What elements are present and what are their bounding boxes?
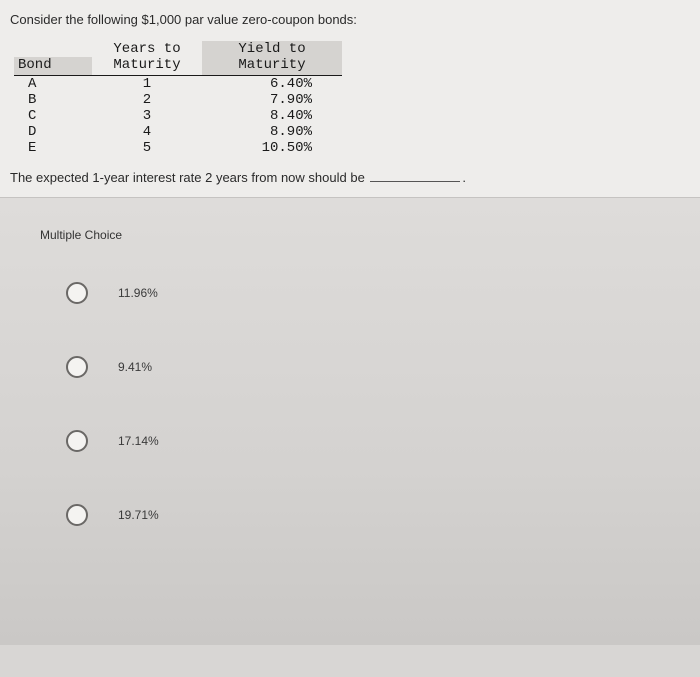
option-label: 11.96% — [118, 286, 158, 300]
option-label: 17.14% — [118, 434, 159, 448]
blank-line — [370, 181, 460, 182]
header-years-1: Years to — [92, 41, 202, 57]
option-label: 19.71% — [118, 508, 159, 522]
option-row[interactable]: 9.41% — [40, 356, 670, 378]
header-yield-2: Maturity — [202, 57, 342, 75]
bond-table: Years to Yield to Bond Maturity Maturity… — [14, 41, 690, 156]
cell-yield: 8.90% — [202, 124, 342, 140]
option-row[interactable]: 19.71% — [40, 504, 670, 526]
table-row: A 1 6.40% — [14, 76, 690, 92]
table-header-row1: Years to Yield to — [14, 41, 690, 57]
radio-icon[interactable] — [66, 430, 88, 452]
cell-bond: A — [14, 76, 92, 92]
multiple-choice-label: Multiple Choice — [40, 228, 670, 242]
radio-icon[interactable] — [66, 504, 88, 526]
header-years-2: Maturity — [92, 57, 202, 75]
option-label: 9.41% — [118, 360, 152, 374]
radio-icon[interactable] — [66, 282, 88, 304]
cell-years: 1 — [92, 76, 202, 92]
question-panel: Consider the following $1,000 par value … — [0, 0, 700, 198]
cell-years: 4 — [92, 124, 202, 140]
header-bond: Bond — [14, 57, 92, 75]
answer-panel: Multiple Choice 11.96% 9.41% 17.14% 19.7… — [0, 198, 700, 645]
cell-bond: E — [14, 140, 92, 156]
table-header-row2: Bond Maturity Maturity — [14, 57, 690, 75]
header-yield-1: Yield to — [202, 41, 342, 57]
question-intro: Consider the following $1,000 par value … — [10, 12, 690, 27]
cell-yield: 8.40% — [202, 108, 342, 124]
table-row: D 4 8.90% — [14, 124, 690, 140]
cell-yield: 7.90% — [202, 92, 342, 108]
followup-pre: The expected 1-year interest rate 2 year… — [10, 170, 365, 185]
cell-bond: D — [14, 124, 92, 140]
cell-bond: B — [14, 92, 92, 108]
table-row: B 2 7.90% — [14, 92, 690, 108]
table-row: E 5 10.50% — [14, 140, 690, 156]
cell-years: 3 — [92, 108, 202, 124]
question-followup: The expected 1-year interest rate 2 year… — [10, 170, 690, 185]
option-row[interactable]: 17.14% — [40, 430, 670, 452]
cell-years: 5 — [92, 140, 202, 156]
followup-post: . — [462, 170, 466, 185]
radio-icon[interactable] — [66, 356, 88, 378]
cell-bond: C — [14, 108, 92, 124]
option-row[interactable]: 11.96% — [40, 282, 670, 304]
table-row: C 3 8.40% — [14, 108, 690, 124]
header-bond-spacer — [14, 41, 92, 57]
cell-yield: 6.40% — [202, 76, 342, 92]
cell-years: 2 — [92, 92, 202, 108]
cell-yield: 10.50% — [202, 140, 342, 156]
